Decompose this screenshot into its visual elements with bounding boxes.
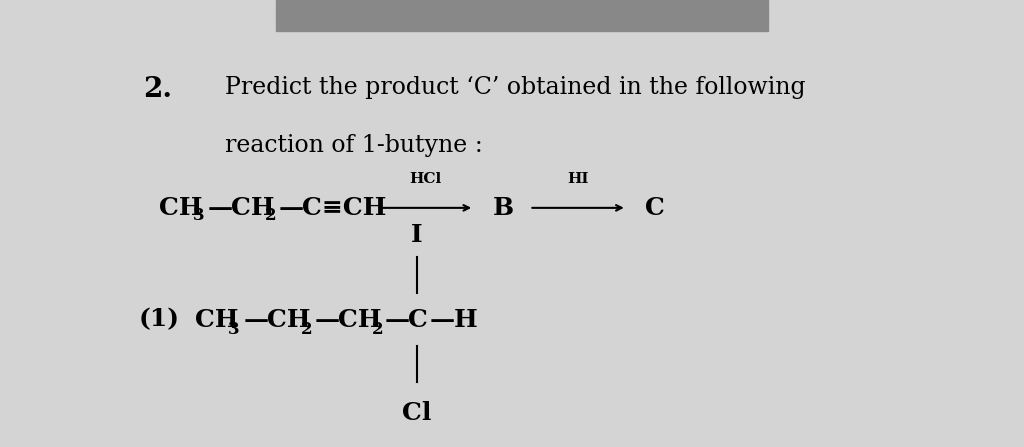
Text: HI: HI bbox=[567, 172, 589, 186]
Text: 3: 3 bbox=[228, 321, 240, 338]
Text: B: B bbox=[493, 196, 514, 220]
Text: —: — bbox=[244, 308, 269, 332]
Text: C: C bbox=[408, 308, 427, 332]
Text: 2: 2 bbox=[372, 321, 383, 338]
Text: CH: CH bbox=[267, 308, 310, 332]
Text: —H: —H bbox=[430, 308, 479, 332]
Text: I: I bbox=[411, 223, 423, 247]
Text: —: — bbox=[314, 308, 340, 332]
Text: —: — bbox=[279, 196, 304, 220]
Text: Cl: Cl bbox=[402, 401, 431, 426]
Text: Predict the product ‘C’ obtained in the following: Predict the product ‘C’ obtained in the … bbox=[225, 76, 806, 99]
Text: 2.: 2. bbox=[143, 76, 172, 103]
Bar bbox=[276, 0, 768, 31]
Text: 2: 2 bbox=[265, 207, 276, 224]
Text: CH: CH bbox=[231, 196, 274, 220]
Text: CH: CH bbox=[159, 196, 202, 220]
Text: —: — bbox=[385, 308, 411, 332]
Text: reaction of 1-butyne :: reaction of 1-butyne : bbox=[225, 134, 483, 157]
Text: C≡CH: C≡CH bbox=[302, 196, 386, 220]
Text: C: C bbox=[645, 196, 665, 220]
Text: 2: 2 bbox=[301, 321, 312, 338]
Text: —: — bbox=[208, 196, 233, 220]
Text: HCl: HCl bbox=[410, 172, 441, 186]
Text: CH: CH bbox=[338, 308, 381, 332]
Text: 3: 3 bbox=[193, 207, 204, 224]
Text: (1): (1) bbox=[138, 308, 179, 332]
Text: CH: CH bbox=[195, 308, 238, 332]
